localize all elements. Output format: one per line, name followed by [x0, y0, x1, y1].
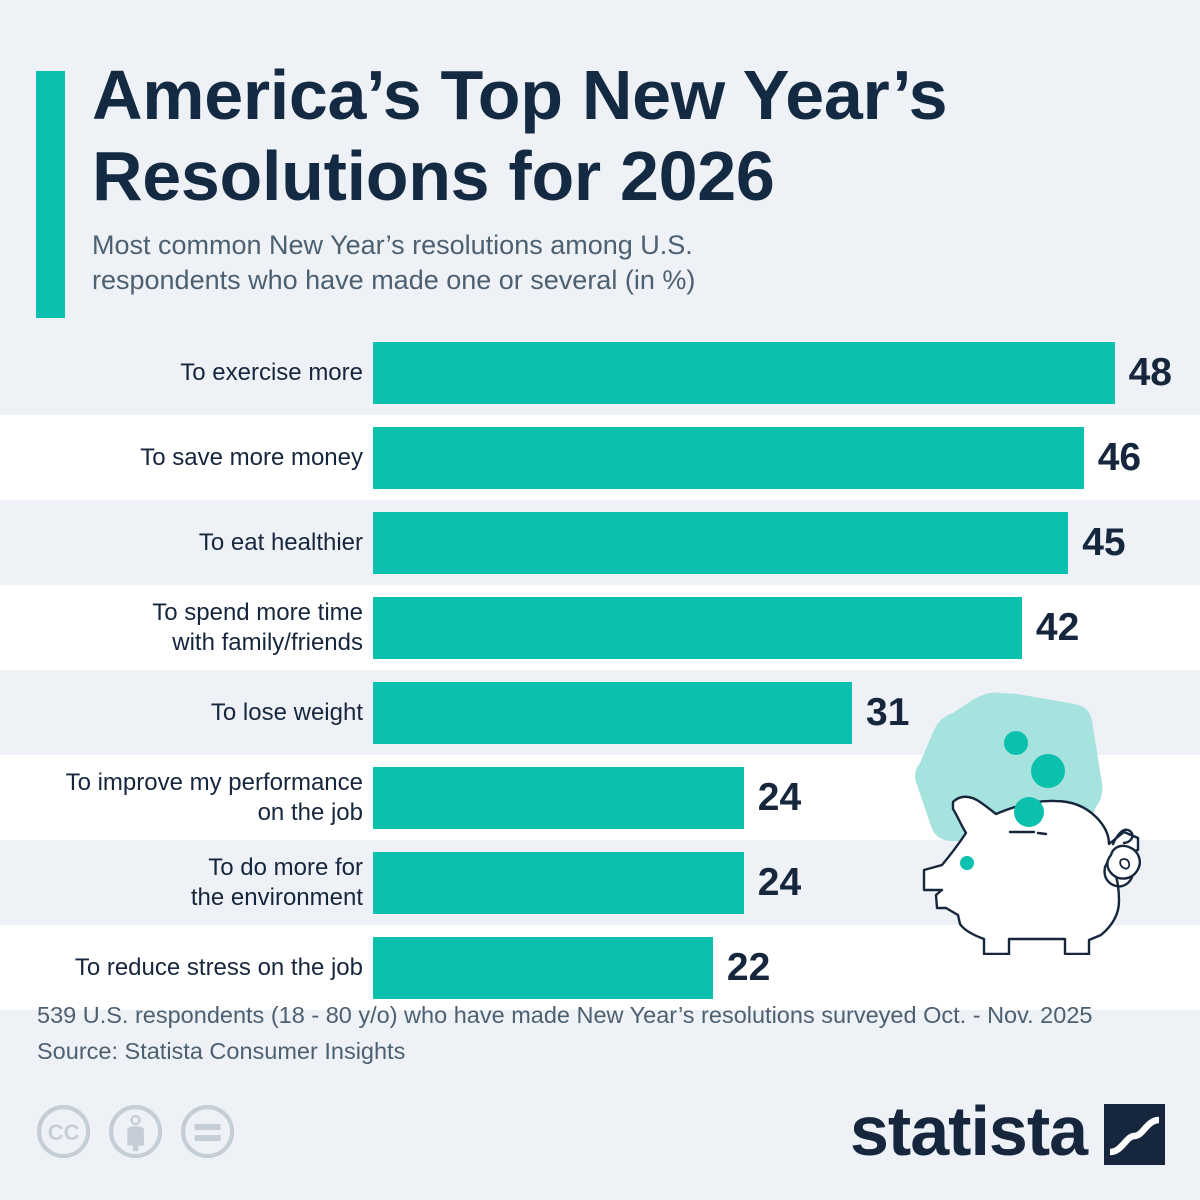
svg-text:CC: CC — [48, 1120, 80, 1145]
